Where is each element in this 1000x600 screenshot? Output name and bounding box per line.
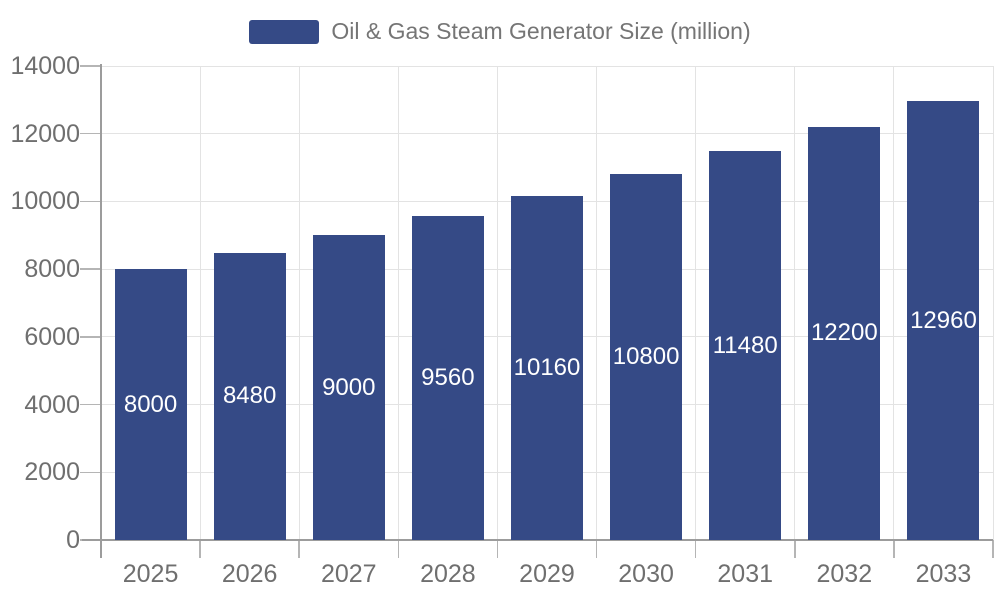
legend[interactable]: Oil & Gas Steam Generator Size (million)	[0, 18, 1000, 45]
bar	[808, 126, 881, 540]
y-axis-tick	[80, 65, 101, 67]
bar	[312, 235, 385, 540]
v-gridline	[596, 66, 598, 540]
legend-label: Oil & Gas Steam Generator Size (million)	[331, 18, 751, 44]
bar	[114, 269, 187, 540]
v-gridline	[496, 66, 498, 540]
y-axis-tick	[80, 336, 101, 338]
h-gridline	[101, 65, 993, 67]
y-tick-label: 4000	[24, 390, 80, 419]
bar	[411, 216, 484, 540]
x-axis-tick	[595, 540, 598, 558]
x-tick-label: 2031	[717, 560, 774, 588]
y-axis-tick	[80, 200, 101, 203]
bar-value-label: 10160	[513, 354, 581, 381]
x-tick-label: 2027	[320, 560, 377, 588]
bar-value-label: 9000	[322, 373, 376, 401]
x-tick-label: 2033	[915, 560, 972, 588]
h-gridline	[101, 133, 993, 135]
x-axis-tick	[794, 540, 796, 558]
bar	[907, 101, 980, 540]
bar-value-label: 11480	[712, 331, 778, 359]
bar	[610, 174, 683, 540]
x-tick-label: 2025	[122, 560, 179, 588]
x-axis-tick	[298, 540, 300, 558]
y-tick-label: 14000	[10, 52, 80, 80]
x-tick-label: 2028	[420, 560, 476, 588]
x-axis-line	[82, 539, 993, 541]
bar	[213, 252, 286, 540]
legend-swatch	[249, 19, 320, 44]
x-axis-tick	[694, 540, 697, 558]
v-gridline	[794, 66, 796, 540]
x-tick-label: 2029	[519, 560, 575, 588]
v-gridline	[298, 66, 300, 540]
y-axis-tick	[80, 471, 101, 474]
x-axis-tick	[992, 540, 994, 558]
y-tick-label: 0	[66, 526, 80, 554]
x-tick-label: 2032	[816, 560, 873, 588]
bar	[511, 196, 583, 540]
y-tick-label: 12000	[10, 119, 80, 148]
y-tick-label: 10000	[10, 187, 80, 216]
y-tick-label: 6000	[24, 322, 80, 351]
y-axis-tick	[80, 268, 101, 270]
x-axis-tick	[496, 540, 499, 558]
v-gridline	[397, 66, 399, 540]
x-axis-tick	[199, 540, 201, 558]
x-tick-label: 2026	[221, 560, 278, 588]
bar-value-label: 12960	[910, 306, 977, 334]
bar-value-label: 10800	[612, 343, 680, 371]
bar-value-label: 8000	[123, 390, 178, 418]
bar-value-label: 9560	[421, 364, 475, 392]
x-tick-label: 2030	[618, 560, 674, 588]
v-gridline	[199, 66, 201, 540]
v-gridline	[992, 66, 994, 540]
v-gridline	[695, 66, 697, 540]
y-tick-label: 8000	[24, 255, 80, 284]
y-tick-label: 2000	[24, 458, 80, 487]
bar-value-label: 12200	[810, 319, 878, 347]
bar-value-label: 8480	[222, 382, 277, 410]
v-gridline	[893, 66, 895, 540]
bar	[709, 151, 782, 540]
y-axis-line	[100, 64, 102, 558]
x-axis-tick	[893, 540, 895, 558]
y-axis-tick	[80, 403, 101, 406]
x-axis-tick	[397, 540, 400, 558]
y-axis-tick	[80, 132, 101, 135]
